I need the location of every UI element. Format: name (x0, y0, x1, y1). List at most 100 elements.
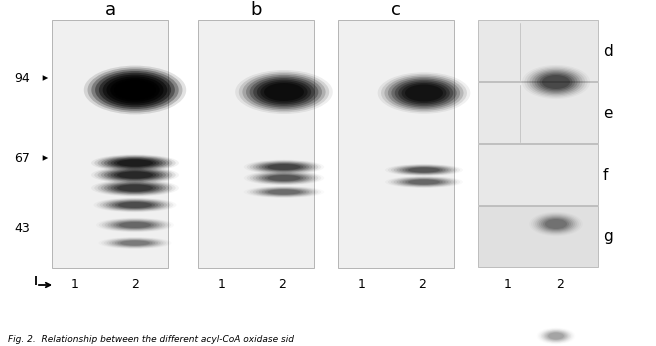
Ellipse shape (405, 167, 443, 173)
Ellipse shape (104, 182, 166, 194)
Ellipse shape (98, 168, 173, 182)
Bar (478, 82, 598, 143)
Ellipse shape (249, 76, 318, 108)
Ellipse shape (388, 77, 460, 109)
Ellipse shape (527, 67, 585, 97)
Ellipse shape (253, 172, 316, 184)
Ellipse shape (537, 216, 575, 233)
Ellipse shape (401, 83, 447, 103)
Ellipse shape (99, 73, 171, 107)
Ellipse shape (405, 179, 443, 185)
Ellipse shape (532, 70, 580, 94)
Ellipse shape (94, 180, 176, 196)
Ellipse shape (112, 201, 158, 209)
Ellipse shape (94, 155, 176, 171)
Ellipse shape (391, 177, 457, 187)
Ellipse shape (91, 154, 179, 172)
Ellipse shape (117, 240, 153, 246)
Ellipse shape (104, 169, 166, 181)
Ellipse shape (110, 158, 159, 168)
Ellipse shape (115, 239, 155, 246)
Text: 2: 2 (556, 279, 564, 291)
Ellipse shape (104, 219, 165, 231)
Ellipse shape (246, 75, 322, 109)
Ellipse shape (544, 331, 568, 342)
Ellipse shape (395, 80, 453, 106)
Ellipse shape (102, 219, 169, 231)
Ellipse shape (98, 156, 173, 170)
Ellipse shape (116, 221, 154, 229)
Ellipse shape (117, 184, 153, 191)
Text: d: d (603, 44, 613, 58)
Ellipse shape (539, 216, 573, 232)
Ellipse shape (400, 166, 449, 174)
Ellipse shape (239, 72, 329, 112)
Text: 2: 2 (278, 279, 286, 291)
Text: 1: 1 (358, 279, 366, 291)
Ellipse shape (108, 220, 163, 230)
Text: e: e (603, 106, 613, 120)
Ellipse shape (104, 157, 166, 169)
Ellipse shape (378, 72, 470, 114)
Ellipse shape (236, 70, 333, 114)
Text: c: c (391, 1, 401, 19)
Ellipse shape (109, 239, 161, 247)
Ellipse shape (268, 164, 300, 170)
Ellipse shape (408, 180, 440, 184)
Ellipse shape (84, 66, 186, 115)
Bar (338, 20, 454, 268)
Ellipse shape (247, 160, 321, 174)
Ellipse shape (253, 187, 316, 197)
Ellipse shape (545, 219, 567, 229)
Ellipse shape (392, 79, 457, 108)
Text: 2: 2 (131, 279, 139, 291)
Text: Fig. 2.  Relationship between the different acyl-CoA oxidase sid: Fig. 2. Relationship between the differe… (8, 336, 294, 345)
Ellipse shape (101, 156, 169, 170)
Ellipse shape (91, 69, 178, 111)
Ellipse shape (258, 188, 310, 196)
Ellipse shape (98, 181, 173, 195)
Ellipse shape (264, 174, 304, 182)
Ellipse shape (537, 72, 575, 92)
Ellipse shape (250, 161, 318, 173)
Ellipse shape (262, 163, 306, 171)
Ellipse shape (117, 172, 153, 179)
Ellipse shape (405, 84, 443, 101)
Ellipse shape (408, 167, 440, 173)
Ellipse shape (402, 179, 446, 185)
Ellipse shape (118, 202, 152, 208)
Bar (478, 144, 598, 204)
Text: f: f (603, 167, 608, 182)
Ellipse shape (108, 158, 163, 169)
Ellipse shape (100, 199, 171, 211)
Ellipse shape (108, 183, 163, 193)
Ellipse shape (543, 218, 569, 230)
Ellipse shape (106, 238, 163, 248)
Text: 2: 2 (418, 279, 426, 291)
Text: a: a (104, 1, 115, 19)
Ellipse shape (120, 240, 150, 246)
Ellipse shape (535, 215, 577, 234)
Ellipse shape (250, 187, 318, 197)
Ellipse shape (268, 175, 300, 181)
Bar (478, 20, 598, 81)
Ellipse shape (256, 80, 311, 104)
Ellipse shape (384, 75, 464, 111)
Ellipse shape (260, 81, 308, 103)
Ellipse shape (400, 178, 449, 186)
Ellipse shape (119, 222, 151, 228)
Ellipse shape (545, 331, 567, 341)
Ellipse shape (117, 160, 153, 166)
Ellipse shape (113, 221, 157, 229)
Ellipse shape (102, 75, 167, 106)
Ellipse shape (113, 159, 156, 167)
Ellipse shape (113, 171, 156, 179)
Ellipse shape (541, 217, 571, 231)
Ellipse shape (108, 170, 163, 180)
Ellipse shape (95, 71, 175, 109)
Ellipse shape (106, 200, 164, 210)
Ellipse shape (250, 172, 318, 184)
Ellipse shape (548, 333, 564, 339)
Ellipse shape (268, 190, 300, 194)
Ellipse shape (264, 83, 304, 101)
